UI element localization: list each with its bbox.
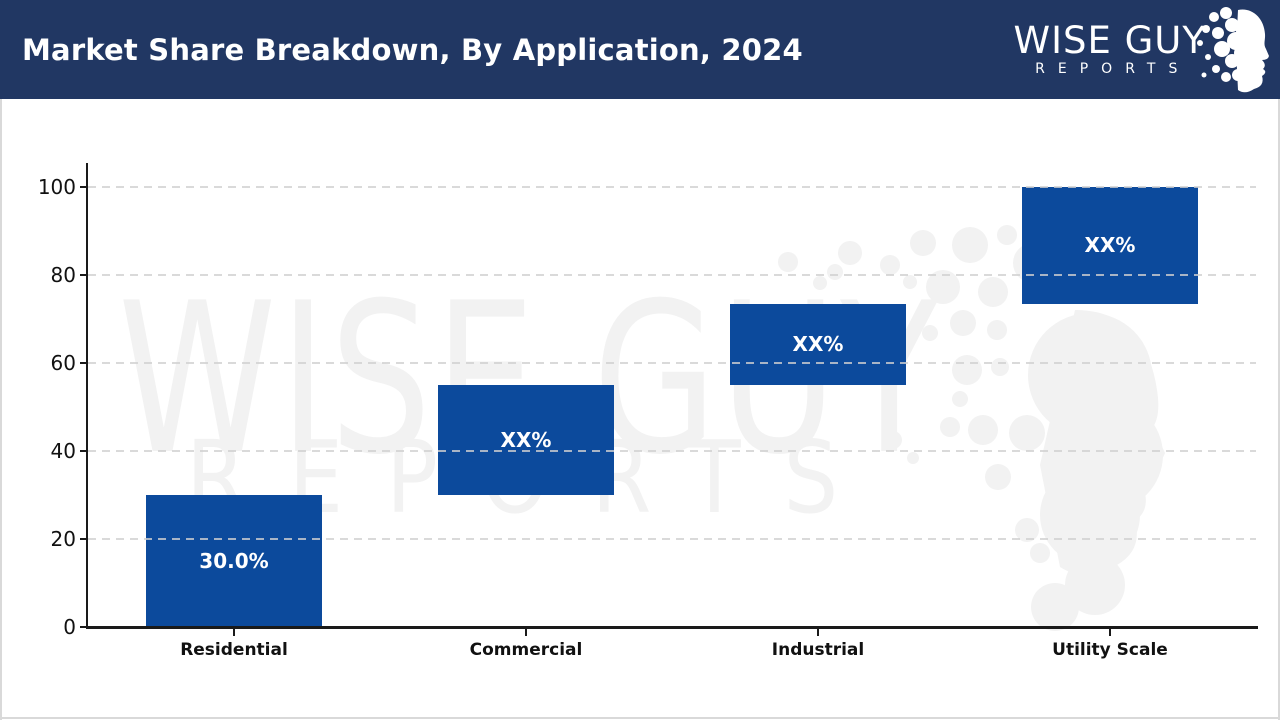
y-tick-label: 20 <box>50 527 76 551</box>
logo-wordmark: WISE GUY REPORTS <box>1013 18 1206 78</box>
chart-title: Market Share Breakdown, By Application, … <box>22 32 803 67</box>
right-border <box>1278 99 1280 720</box>
x-axis-line <box>86 626 1258 629</box>
bar <box>146 495 322 627</box>
bar <box>1022 187 1198 304</box>
x-tick <box>1109 627 1111 636</box>
bar-value-label: XX% <box>1084 233 1136 258</box>
bar <box>438 385 614 495</box>
x-tick <box>525 627 527 636</box>
x-category-label: Commercial <box>469 640 583 660</box>
y-tick <box>80 186 88 188</box>
y-tick-label: 40 <box>50 439 76 463</box>
grid-line <box>88 362 1256 364</box>
grid-line <box>88 274 1256 276</box>
grid-line <box>88 186 1256 188</box>
logo-line2: REPORTS <box>1035 61 1191 78</box>
y-tick <box>80 274 88 276</box>
y-tick <box>80 626 88 628</box>
bar-value-label: XX% <box>500 428 552 452</box>
x-category-label: Residential <box>180 640 288 660</box>
bar-value-label: XX% <box>792 332 844 357</box>
y-tick <box>80 538 88 540</box>
logo-head-icon <box>1197 6 1269 92</box>
y-tick-label: 80 <box>50 263 76 287</box>
left-border <box>0 99 2 720</box>
bottom-border <box>0 717 1280 719</box>
y-tick <box>80 450 88 452</box>
watermark-head-dots <box>778 225 1165 631</box>
y-tick <box>80 362 88 364</box>
x-tick <box>817 627 819 636</box>
y-tick-label: 60 <box>50 351 76 375</box>
header: Market Share Breakdown, By Application, … <box>0 0 1280 99</box>
bar-value-label: 30.0% <box>199 549 269 573</box>
bar <box>730 303 906 385</box>
grid-line <box>88 538 1256 540</box>
logo: WISE GUY REPORTS <box>1014 5 1272 95</box>
x-category-label: Utility Scale <box>1052 640 1168 660</box>
y-tick-label: 0 <box>63 615 76 639</box>
y-tick-label: 100 <box>37 175 76 199</box>
x-tick <box>233 627 235 636</box>
logo-line1: WISE GUY <box>1013 18 1206 62</box>
x-category-label: Industrial <box>771 640 865 660</box>
y-axis-line <box>86 163 88 629</box>
grid-line <box>88 450 1256 452</box>
